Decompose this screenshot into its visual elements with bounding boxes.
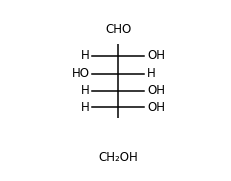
Text: OH: OH bbox=[147, 49, 165, 62]
Text: OH: OH bbox=[147, 101, 165, 114]
Text: HO: HO bbox=[72, 68, 90, 81]
Text: CHO: CHO bbox=[105, 23, 131, 36]
Text: H: H bbox=[81, 101, 90, 114]
Text: H: H bbox=[147, 68, 156, 81]
Text: CH₂OH: CH₂OH bbox=[98, 151, 138, 164]
Text: H: H bbox=[81, 49, 90, 62]
Text: OH: OH bbox=[147, 84, 165, 97]
Text: H: H bbox=[81, 84, 90, 97]
